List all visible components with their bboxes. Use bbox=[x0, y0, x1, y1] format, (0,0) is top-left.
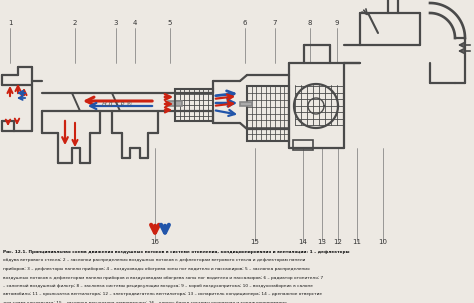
Text: 3: 3 bbox=[114, 20, 118, 26]
Text: 1: 1 bbox=[8, 20, 12, 26]
Text: 5: 5 bbox=[168, 20, 172, 26]
Text: 13: 13 bbox=[318, 239, 327, 245]
Text: 2: 2 bbox=[73, 20, 77, 26]
Text: 14: 14 bbox=[299, 239, 308, 245]
Text: 7: 7 bbox=[273, 20, 277, 26]
Text: 15: 15 bbox=[251, 239, 259, 245]
Text: Н.Д.Т.Р.®: Н.Д.Т.Р.® bbox=[102, 101, 134, 107]
Text: 9: 9 bbox=[335, 20, 339, 26]
Bar bbox=[240, 102, 252, 106]
Text: 4: 4 bbox=[133, 20, 137, 26]
Text: 16: 16 bbox=[151, 239, 159, 245]
Text: воздушных потоков к дефлекторам панели приборов и воздуховодам обогрева зоны ног: воздушных потоков к дефлекторам панели п… bbox=[3, 275, 323, 279]
Text: 10: 10 bbox=[379, 239, 388, 245]
Text: 11: 11 bbox=[353, 239, 362, 245]
Text: для слива конденсата; 15 – заслонка регулятора температуры; 16 – корпус блока си: для слива конденсата; 15 – заслонка регу… bbox=[3, 301, 286, 303]
Text: Рис. 12.1. Принципиальная схема движения воздушных потоков в системе отопления, : Рис. 12.1. Принципиальная схема движения… bbox=[3, 250, 349, 254]
Text: приборов; 3 – дефлекторы панели приборов; 4 – воздуховоды обогрева зоны ног води: приборов; 3 – дефлекторы панели приборов… bbox=[3, 267, 310, 271]
Text: автомобиля; 11 – крыльчатка вентилятора; 12 – электродвигатель вентилятора; 13 –: автомобиля; 11 – крыльчатка вентилятора;… bbox=[3, 292, 322, 297]
Bar bbox=[175, 89, 213, 121]
Text: – салонный воздушный фильтр; 8 – заслонка системы рециркуляции воздуха; 9 – коро: – салонный воздушный фильтр; 8 – заслонк… bbox=[3, 284, 313, 288]
Text: 8: 8 bbox=[308, 20, 312, 26]
Text: 12: 12 bbox=[334, 239, 342, 245]
Text: 6: 6 bbox=[243, 20, 247, 26]
Bar bbox=[247, 86, 289, 141]
Text: обдува ветрового стекла; 2 – заслонки распределения воздушных потоков к дефлекто: обдува ветрового стекла; 2 – заслонки ра… bbox=[3, 258, 305, 262]
Bar bbox=[168, 101, 182, 106]
Bar bbox=[293, 140, 313, 150]
